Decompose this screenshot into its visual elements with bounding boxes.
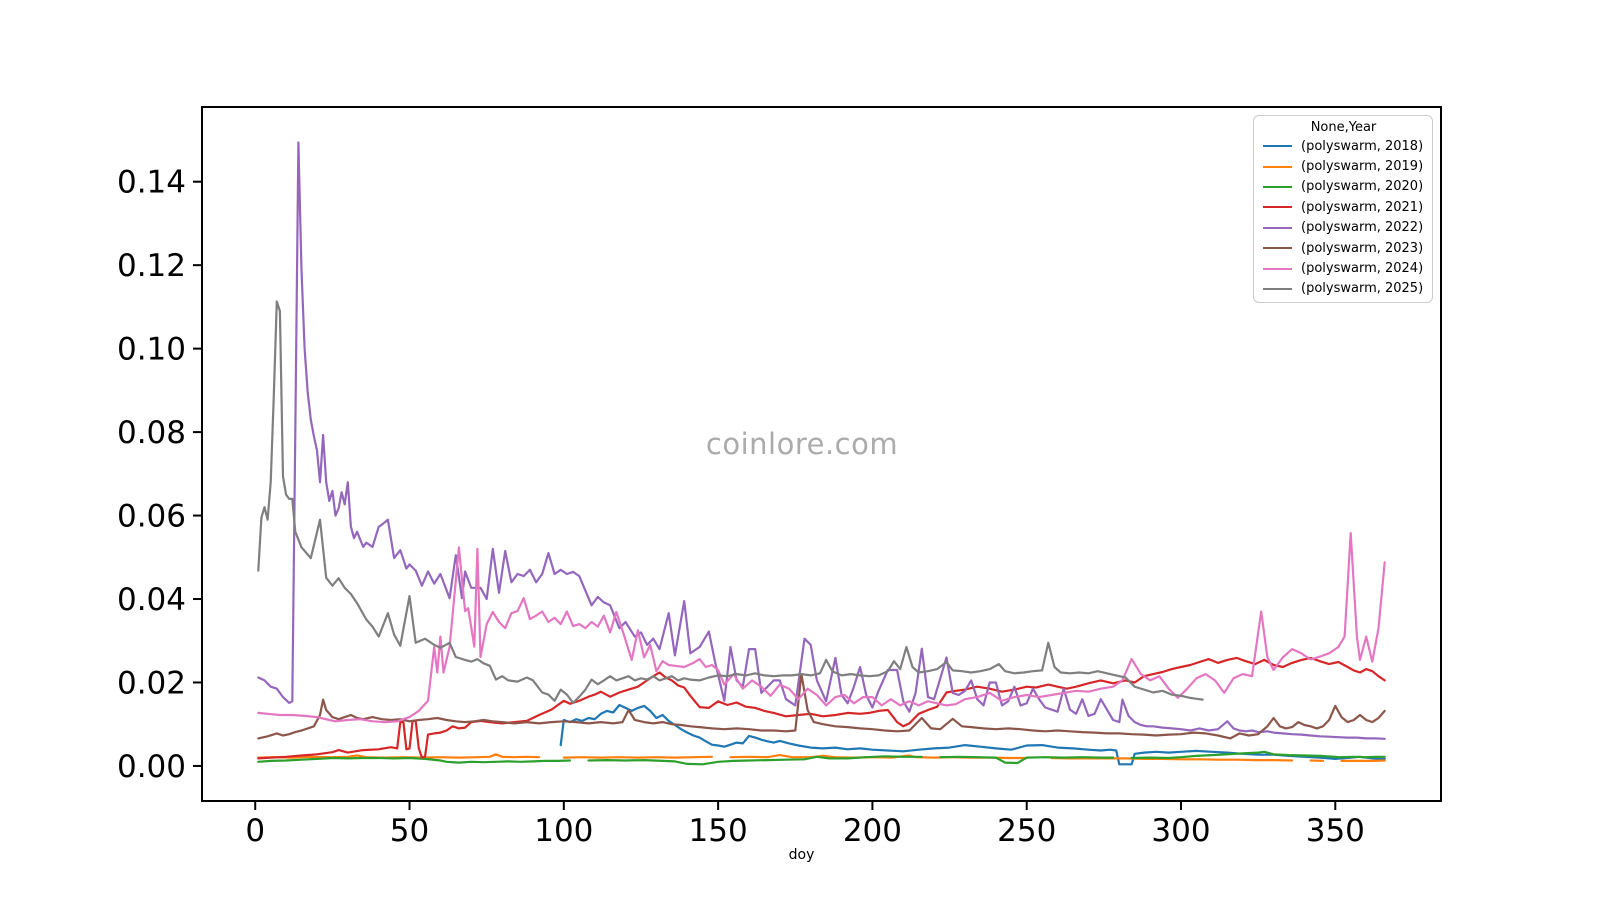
x-tick-label: 50 xyxy=(390,813,429,849)
legend-line-swatch xyxy=(1263,185,1292,188)
series-line-2020 xyxy=(1130,750,1386,760)
y-tick-label: 0.12 xyxy=(117,248,186,284)
legend-line-swatch xyxy=(1263,165,1292,168)
series-line-2020 xyxy=(939,755,1115,765)
x-tick-label: 100 xyxy=(534,813,593,849)
series-line-2025 xyxy=(257,300,1204,705)
legend-entries: (polyswarm, 2018) (polyswarm, 2019) (polys… xyxy=(1263,136,1424,299)
legend: None,Year (polyswarm, 2018) (polyswarm, 2… xyxy=(1253,115,1433,303)
legend-line-swatch xyxy=(1263,206,1292,209)
legend-label: (polyswarm, 2019) xyxy=(1301,159,1424,175)
series-line-2024 xyxy=(257,531,1386,724)
y-tick-label: 0.00 xyxy=(117,749,186,785)
legend-title: None,Year xyxy=(1310,120,1377,135)
y-tick-label: 0.08 xyxy=(117,415,186,451)
legend-entry-2020: (polyswarm, 2020) xyxy=(1263,177,1424,197)
legend-entry-2023: (polyswarm, 2023) xyxy=(1263,238,1424,258)
legend-line-swatch xyxy=(1263,247,1292,250)
plot-border xyxy=(201,106,1442,802)
x-tick-label: 300 xyxy=(1151,813,1210,849)
y-tick-label: 0.14 xyxy=(117,165,186,201)
series-line-2020 xyxy=(587,755,923,766)
series-line-2022 xyxy=(257,141,1386,740)
legend-line-swatch xyxy=(1263,145,1292,148)
legend-entry-2021: (polyswarm, 2021) xyxy=(1263,197,1424,217)
legend-entry-2025: (polyswarm, 2025) xyxy=(1263,279,1424,299)
x-tick-label: 200 xyxy=(843,813,902,849)
legend-label: (polyswarm, 2021) xyxy=(1301,199,1424,215)
x-tick-label: 0 xyxy=(245,813,265,849)
series-line-2021 xyxy=(257,656,1386,760)
legend-label: (polyswarm, 2024) xyxy=(1301,261,1424,277)
legend-line-swatch xyxy=(1263,267,1292,270)
y-tick-label: 0.06 xyxy=(117,499,186,535)
y-tick-label: 0.04 xyxy=(117,582,186,618)
legend-label: (polyswarm, 2023) xyxy=(1301,240,1424,256)
legend-line-swatch xyxy=(1263,226,1292,229)
watermark: coinlore.com xyxy=(705,427,899,461)
legend-entry-2024: (polyswarm, 2024) xyxy=(1263,258,1424,278)
y-tick-label: 0.10 xyxy=(117,332,186,368)
legend-entry-2022: (polyswarm, 2022) xyxy=(1263,218,1424,238)
x-tick-label: 250 xyxy=(997,813,1056,849)
series-line-2019 xyxy=(562,755,714,759)
y-tick-label: 0.02 xyxy=(117,665,186,701)
x-axis-label: doy xyxy=(789,847,815,863)
legend-label: (polyswarm, 2018) xyxy=(1301,138,1424,154)
series-line-2018 xyxy=(559,703,1386,766)
legend-line-swatch xyxy=(1263,287,1292,290)
x-tick-label: 150 xyxy=(689,813,748,849)
legend-label: (polyswarm, 2022) xyxy=(1301,220,1424,236)
legend-label: (polyswarm, 2020) xyxy=(1301,179,1424,195)
legend-entry-2019: (polyswarm, 2019) xyxy=(1263,156,1424,176)
legend-label: (polyswarm, 2025) xyxy=(1301,281,1424,297)
legend-entry-2018: (polyswarm, 2018) xyxy=(1263,136,1424,156)
series-line-2020 xyxy=(257,756,572,764)
x-tick-label: 350 xyxy=(1306,813,1365,849)
